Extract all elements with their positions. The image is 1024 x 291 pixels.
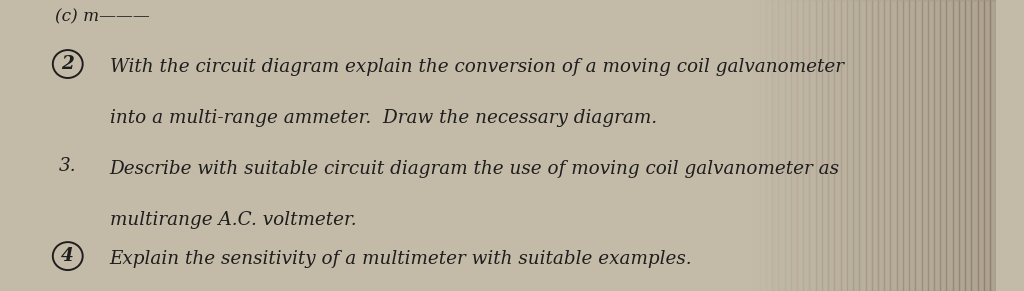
Text: (c) m———: (c) m——— <box>55 9 150 26</box>
Bar <box>891 0 897 291</box>
Bar <box>897 0 903 291</box>
Bar <box>784 0 791 291</box>
Bar <box>859 0 865 291</box>
Bar <box>791 0 797 291</box>
Bar <box>853 0 859 291</box>
Text: into a multi-range ammeter.  Draw the necessary diagram.: into a multi-range ammeter. Draw the nec… <box>110 109 656 127</box>
Bar <box>878 0 884 291</box>
Bar <box>909 0 915 291</box>
Bar <box>903 0 909 291</box>
Bar <box>766 0 772 291</box>
Bar <box>940 0 946 291</box>
Bar <box>865 0 871 291</box>
Text: Explain the sensitivity of a multimeter with suitable examples.: Explain the sensitivity of a multimeter … <box>110 250 692 268</box>
Bar <box>884 0 891 291</box>
Bar <box>958 0 966 291</box>
Bar <box>760 0 766 291</box>
Bar <box>972 0 978 291</box>
Bar <box>754 0 760 291</box>
Bar <box>803 0 810 291</box>
Bar <box>847 0 853 291</box>
Text: Describe with suitable circuit diagram the use of moving coil galvanometer as: Describe with suitable circuit diagram t… <box>110 160 840 178</box>
Bar <box>928 0 934 291</box>
Bar <box>828 0 835 291</box>
Bar <box>822 0 828 291</box>
Text: 3.: 3. <box>59 157 77 175</box>
Bar <box>915 0 922 291</box>
Bar <box>871 0 878 291</box>
Bar <box>990 0 996 291</box>
Bar <box>966 0 972 291</box>
Text: 4: 4 <box>61 247 74 265</box>
Bar <box>934 0 940 291</box>
Bar <box>778 0 784 291</box>
Bar <box>797 0 803 291</box>
Bar <box>946 0 952 291</box>
Bar <box>835 0 841 291</box>
Bar <box>922 0 928 291</box>
Bar <box>984 0 990 291</box>
Bar <box>952 0 958 291</box>
Text: multirange A.C. voltmeter.: multirange A.C. voltmeter. <box>110 211 356 229</box>
Bar <box>810 0 816 291</box>
Bar <box>816 0 822 291</box>
Bar <box>748 0 754 291</box>
Bar <box>841 0 847 291</box>
Bar <box>772 0 778 291</box>
Text: 2: 2 <box>61 55 74 73</box>
Bar <box>978 0 984 291</box>
Text: With the circuit diagram explain the conversion of a moving coil galvanometer: With the circuit diagram explain the con… <box>110 58 844 76</box>
